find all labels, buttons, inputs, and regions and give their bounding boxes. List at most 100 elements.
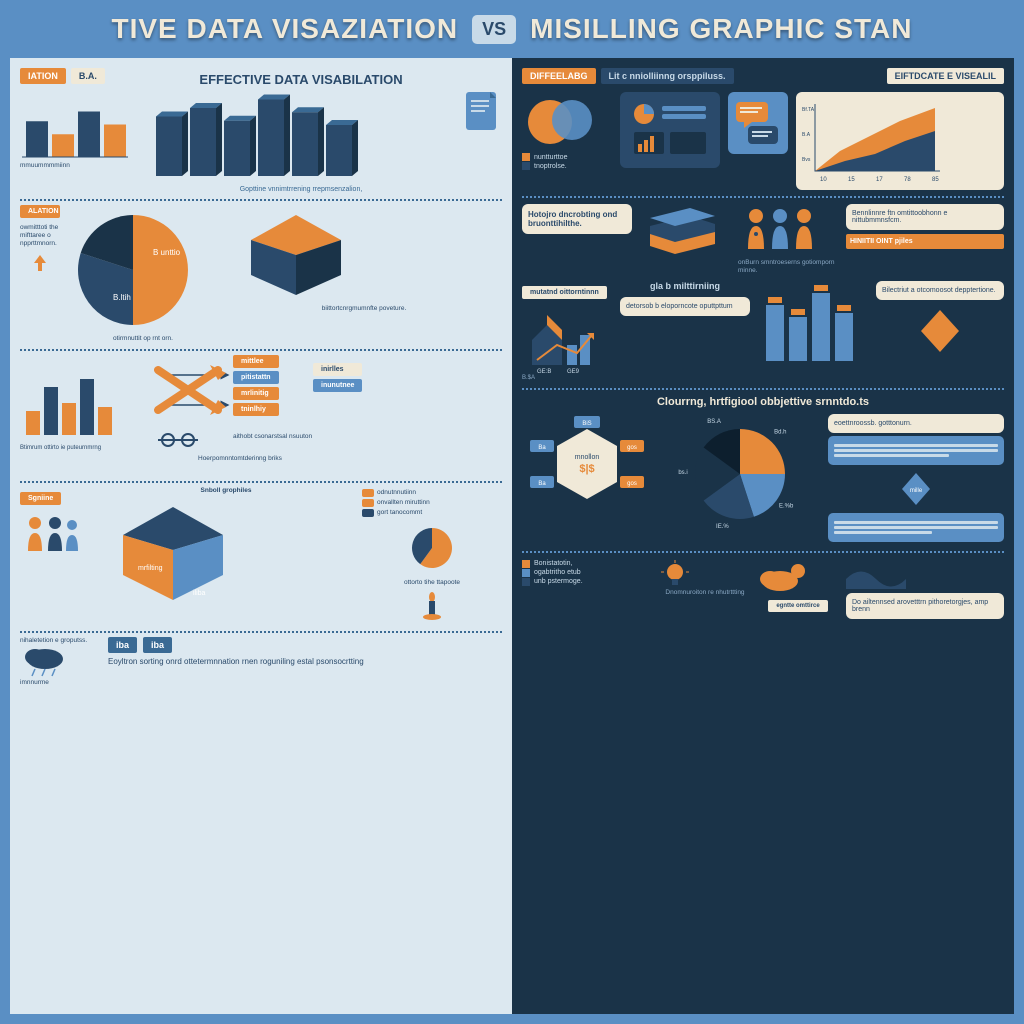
caption: aithobt csonarstsal nsuuton xyxy=(233,433,312,441)
center-card: Hotojro dncrobting ond bruonttihilthe. xyxy=(522,204,632,234)
caption: mmuummmmiinn xyxy=(20,162,140,170)
caption: Dnomnuroiton re nhutrttting xyxy=(660,589,750,597)
label: egntte omttirce xyxy=(768,600,827,612)
svg-text:iliba: iliba xyxy=(193,590,206,597)
left-tabs: IATION B.A. xyxy=(20,68,140,84)
hexagon-network: mnollon $|$ BiS gos gos Ba Ba xyxy=(522,414,652,524)
tab: B.A. xyxy=(71,68,105,84)
label: Sgniine xyxy=(20,492,61,505)
bar-chart-1 xyxy=(20,92,130,162)
right-row1: nuntturttoe tnoptrolse. 1015177885Bf.TAB… xyxy=(522,92,1004,190)
main-container: IATION B.A. mmuummmmiinn EFFECTIVE DATA … xyxy=(0,58,1024,1024)
panel-misleading: DIFFEELABG Lit c nniolliinng orsppiluss.… xyxy=(512,58,1014,1014)
text-block xyxy=(828,436,1004,465)
svg-text:mrfilting: mrfilting xyxy=(138,565,163,572)
flow-label: inirlles xyxy=(313,363,362,376)
hexagon-1 xyxy=(226,205,366,305)
tab: IATION xyxy=(20,68,66,84)
svg-text:15: 15 xyxy=(848,177,855,183)
lightbulb-icon xyxy=(660,559,690,589)
svg-text:mille: mille xyxy=(910,488,923,494)
svg-text:B.A: B.A xyxy=(802,132,811,138)
diamond-label: HINIITII OINT pjiles xyxy=(846,234,1004,249)
flow-label: mrlinitig xyxy=(233,387,279,400)
right-row4: mnollon $|$ BiS gos gos Ba Ba Bd.h E.%b IE… xyxy=(522,414,1004,545)
vs-badge: VS xyxy=(472,15,516,44)
venn-icon xyxy=(522,92,602,152)
bar-chart-3 xyxy=(20,355,120,445)
svg-text:E.%b: E.%b xyxy=(779,503,794,509)
svg-text:Ba: Ba xyxy=(538,445,546,451)
card: Bilectriut a otcomoosot depptertione. xyxy=(876,281,1004,300)
svg-text:Bd.h: Bd.h xyxy=(774,429,786,435)
legend: unb pstermoge. xyxy=(522,578,652,586)
svg-text:B.ltih: B.ltih xyxy=(113,293,131,302)
cloud-sun-icon xyxy=(758,559,813,594)
caption: Btimrum ottirto ie puteurnmrng xyxy=(20,445,130,452)
arrow-up-icon xyxy=(31,253,49,273)
cloud-rain-icon xyxy=(20,644,70,679)
diamond-icon xyxy=(915,306,965,356)
caption: nihaletetion e groputss. xyxy=(20,637,100,645)
card: eoettnroossb. gotttonurn. xyxy=(828,414,1004,433)
num: B.$A xyxy=(522,375,612,382)
row-bottom: nihaletetion e groputss. imnnurme iba ib… xyxy=(20,637,502,688)
legend: Bonistatotin, xyxy=(522,560,652,568)
svg-text:GE9: GE9 xyxy=(567,369,580,375)
svg-text:mnollon: mnollon xyxy=(575,454,600,461)
diamond-small-icon: mille xyxy=(896,469,936,509)
right-row3: mutatnd oittorntinnn GE:B GE9 B.$A gla b … xyxy=(522,281,1004,382)
tab: Lit c nniolliinng orsppiluss. xyxy=(601,68,734,84)
title-left: TIVE DATA VISAZIATION xyxy=(111,13,458,45)
header: TIVE DATA VISAZIATION VS MISILLING GRAPH… xyxy=(0,0,1024,58)
panel-effective: IATION B.A. mmuummmmiinn EFFECTIVE DATA … xyxy=(10,58,512,1014)
people-group-icon xyxy=(738,204,828,259)
hexagon-2: mrfilting iliba xyxy=(98,495,248,615)
caption: otirmnuttit op rnt orn. xyxy=(68,335,218,343)
badge: iba xyxy=(143,637,172,653)
svg-text:BiS: BiS xyxy=(582,421,591,427)
caption: onBurn smntroeserns gotiomporn minne. xyxy=(738,259,838,275)
legend: tnoptrolse. xyxy=(522,162,612,170)
tab: EIFTDCATE E VISEALIL xyxy=(887,68,1004,84)
row-pie-hex: ALATION owmitttoti the mifttaree o npprt… xyxy=(20,205,502,343)
books-icon xyxy=(640,204,725,259)
chat-icon xyxy=(734,98,782,148)
card: Bennlinnre ftn omtittoobhonn e nittubmmn… xyxy=(846,204,1004,230)
tab: DIFFEELABG xyxy=(522,68,596,84)
row-hex2: Sgniine Snboll grophiles mrfiltingiliba … xyxy=(20,487,502,625)
dashboard-icon xyxy=(628,100,712,160)
flow-label: pitistattn xyxy=(233,371,279,384)
svg-text:Bvs: Bvs xyxy=(802,157,811,163)
caption: Hoerpomnntomtderinng briks xyxy=(198,455,282,463)
svg-text:BS.A: BS.A xyxy=(707,419,721,425)
subtitle: Gopttine vnnimtrrening rrepmsenzalion, xyxy=(148,186,454,193)
svg-text:IE.%: IE.% xyxy=(716,524,729,530)
svg-text:gos: gos xyxy=(627,445,637,451)
chat-card xyxy=(728,92,788,154)
bottom-text: Eoyltron sorting onrd ottetermnnation rn… xyxy=(108,657,502,667)
svg-text:85: 85 xyxy=(932,177,939,183)
legend: nuntturttoe xyxy=(522,153,612,161)
svg-text:bs.i: bs.i xyxy=(678,470,687,476)
row-flow: Btimrum ottirto ie puteurnmrng mittlee p… xyxy=(20,355,502,475)
title-right: MISILLING GRAPHIC STAN xyxy=(530,13,912,45)
svg-text:10: 10 xyxy=(820,177,827,183)
bottom-card: Do ailtennsed arovetttrn pithoretorgjes,… xyxy=(846,593,1004,619)
svg-text:Bf.TA: Bf.TA xyxy=(802,107,815,113)
dashboard-card xyxy=(620,92,720,168)
flow-title: gla b milttirniing xyxy=(620,281,750,292)
flow-card: detorsob b eloporncote oputtpttum xyxy=(620,297,750,316)
col-title: ALATION xyxy=(20,205,60,218)
bar-chart-4 xyxy=(758,281,858,371)
flow-label: tninlhiy xyxy=(233,403,279,416)
caption: ottorto tihe ttapoote xyxy=(362,579,502,587)
svg-text:Ba: Ba xyxy=(538,481,546,487)
tag: mutatnd oittorntinnn xyxy=(522,286,607,299)
candle-icon xyxy=(420,591,444,621)
wave-icon xyxy=(846,559,906,589)
pie-small xyxy=(407,523,457,573)
bar-chart-3d xyxy=(148,91,368,186)
legend: ogabtritho etub xyxy=(522,569,652,577)
svg-text:GE:B: GE:B xyxy=(537,369,551,375)
